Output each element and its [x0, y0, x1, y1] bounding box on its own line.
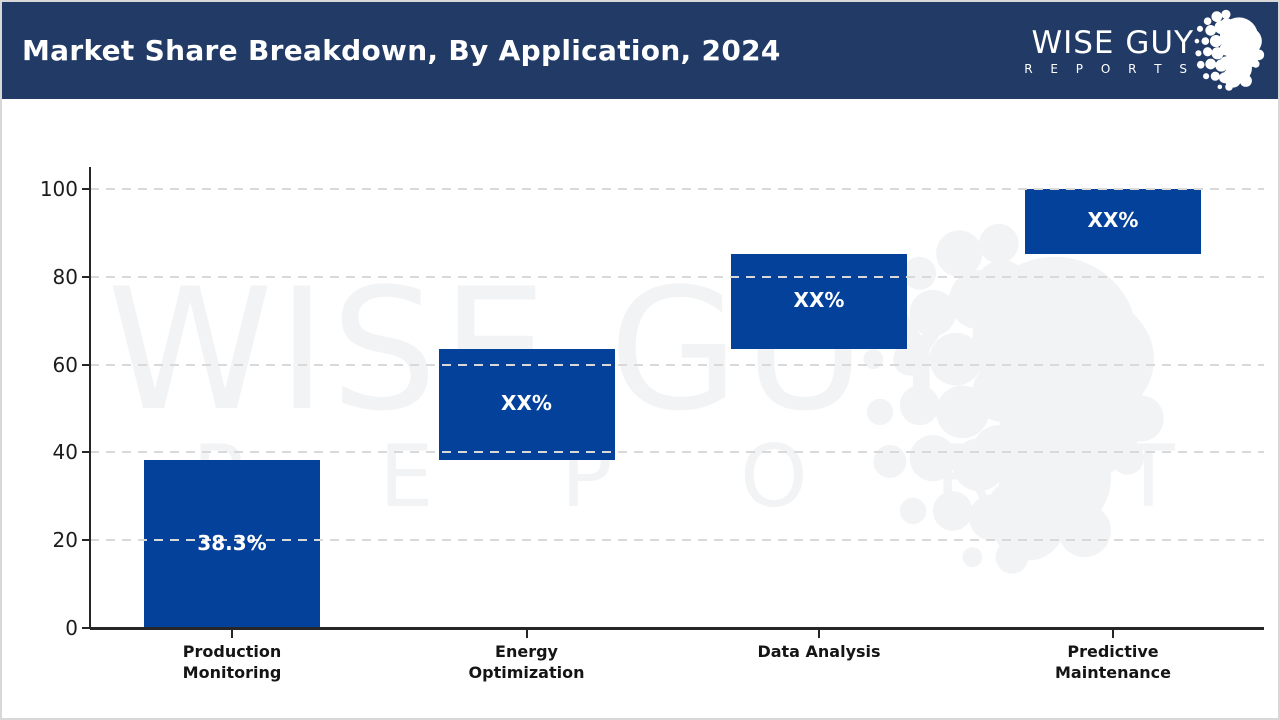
x-category-label-line: Maintenance	[1054, 663, 1171, 682]
y-tick-label-40: 40	[52, 440, 78, 465]
logo-wordmark: WISE GUY R E P O R T S	[1024, 25, 1194, 76]
x-category-label-line: Optimization	[468, 663, 585, 682]
wiseguy-logo: WISE GUY R E P O R T S	[1024, 9, 1268, 93]
y-tick-label-80: 80	[52, 264, 78, 289]
x-category-label: Energy Optimization	[397, 641, 657, 683]
x-tick-mark	[1112, 630, 1114, 638]
y-tick-mark-100	[82, 188, 90, 190]
gridline-80	[90, 275, 1264, 278]
y-tick-label-60: 60	[52, 352, 78, 377]
logo-wordmark-line1: WISE GUY	[1031, 25, 1194, 61]
gridline-60	[90, 363, 1264, 366]
bar-segment	[1025, 189, 1201, 254]
bar-segment	[144, 459, 320, 628]
x-category-label-line: Production	[182, 642, 282, 661]
y-tick-label-100: 100	[39, 177, 78, 201]
x-tick-mark	[525, 630, 528, 638]
header-bar: Market Share Breakdown, By Application, …	[2, 2, 1278, 99]
x-category-label: Predictive Maintenance	[983, 641, 1243, 683]
x-category-label-line: Data Analysis	[757, 642, 881, 661]
chart-title: Market Share Breakdown, By Application, …	[22, 34, 781, 67]
y-axis-line	[89, 167, 91, 629]
y-tick-label-0: 0	[65, 616, 78, 640]
bar-value-label: XX%	[501, 391, 552, 416]
bar-value-label: 38.3%	[197, 530, 267, 555]
gridline-20	[90, 539, 1264, 542]
gridline-100	[90, 188, 1264, 190]
y-tick-mark-60	[82, 363, 90, 366]
bar-value-label: XX%	[793, 288, 845, 313]
logo-head-icon	[1194, 9, 1265, 91]
x-category-label: Data Analysis	[689, 641, 949, 662]
gridline-40	[90, 451, 1264, 454]
bar-segment	[731, 253, 907, 349]
x-tick-mark	[231, 630, 233, 638]
bar-value-label: XX%	[1087, 208, 1139, 233]
x-category-label-line: Predictive	[1067, 642, 1159, 661]
y-tick-mark-20	[82, 539, 90, 542]
bar-segment	[438, 348, 615, 460]
logo-wordmark-line2: R E P O R T S	[1024, 62, 1194, 76]
x-tick-mark	[818, 630, 820, 638]
y-tick-label-20: 20	[52, 528, 78, 553]
y-tick-mark-0	[82, 627, 90, 629]
x-axis-line	[90, 627, 1264, 630]
x-category-label-line: Monitoring	[182, 663, 282, 682]
y-tick-mark-80	[82, 275, 90, 278]
x-category-label-line: Energy	[495, 642, 558, 661]
y-tick-mark-40	[82, 451, 90, 454]
x-category-label: Production Monitoring	[102, 641, 362, 683]
